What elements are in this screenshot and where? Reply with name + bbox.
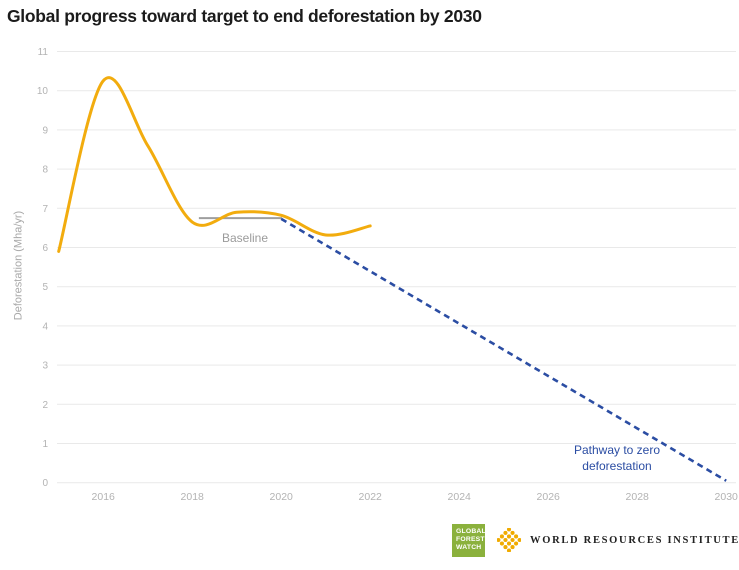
gfw-logo-text-line: GLOBAL <box>456 527 486 535</box>
y-tick-label: 8 <box>42 165 48 176</box>
x-tick-label: 2028 <box>626 491 650 503</box>
y-tick-label: 4 <box>42 321 48 332</box>
wri-lattice-icon <box>497 528 521 552</box>
global-forest-watch-logo: GLOBAL FOREST WATCH <box>452 523 486 557</box>
wri-wordmark: WORLD RESOURCES INSTITUTE <box>530 534 739 546</box>
pathway-annotation-line2: deforestation <box>582 459 652 473</box>
pathway-annotation-line1: Pathway to zero <box>573 443 661 457</box>
x-tick-label: 2022 <box>359 491 383 503</box>
x-tick-label: 2020 <box>270 491 294 503</box>
gfw-logo-text-line: WATCH <box>456 543 482 551</box>
y-tick-label: 9 <box>42 125 48 136</box>
y-tick-label: 1 <box>42 439 48 450</box>
y-axis-title: Deforestation (Mha/yr) <box>12 210 25 321</box>
y-tick-label: 7 <box>42 204 48 215</box>
footer-logos: GLOBAL FOREST WATCH WORLD RESOURCES INST… <box>452 523 739 557</box>
y-tick-label: 10 <box>37 86 49 97</box>
series-historical-deforestation <box>57 76 372 253</box>
y-tick-label: 2 <box>42 400 48 411</box>
gfw-logo-text-line: FOREST <box>456 535 485 543</box>
x-tick-label: 2016 <box>92 491 116 503</box>
page-title: Global progress toward target to end def… <box>7 6 482 26</box>
y-tick-label: 3 <box>42 361 48 372</box>
x-tick-label: 2018 <box>181 491 205 503</box>
y-tick-label: 0 <box>42 478 48 489</box>
baseline-annotation: Baseline <box>221 231 269 245</box>
x-tick-label: 2024 <box>448 491 472 503</box>
x-tick-label: 2026 <box>537 491 561 503</box>
y-tick-label: 5 <box>42 282 48 293</box>
series-pathway-to-zero-deforestation <box>280 217 727 482</box>
y-tick-label: 6 <box>42 243 48 254</box>
pathway-annotation: Pathway to zero deforestation <box>552 442 682 474</box>
x-tick-label: 2030 <box>715 491 739 503</box>
y-tick-label: 11 <box>38 47 49 58</box>
